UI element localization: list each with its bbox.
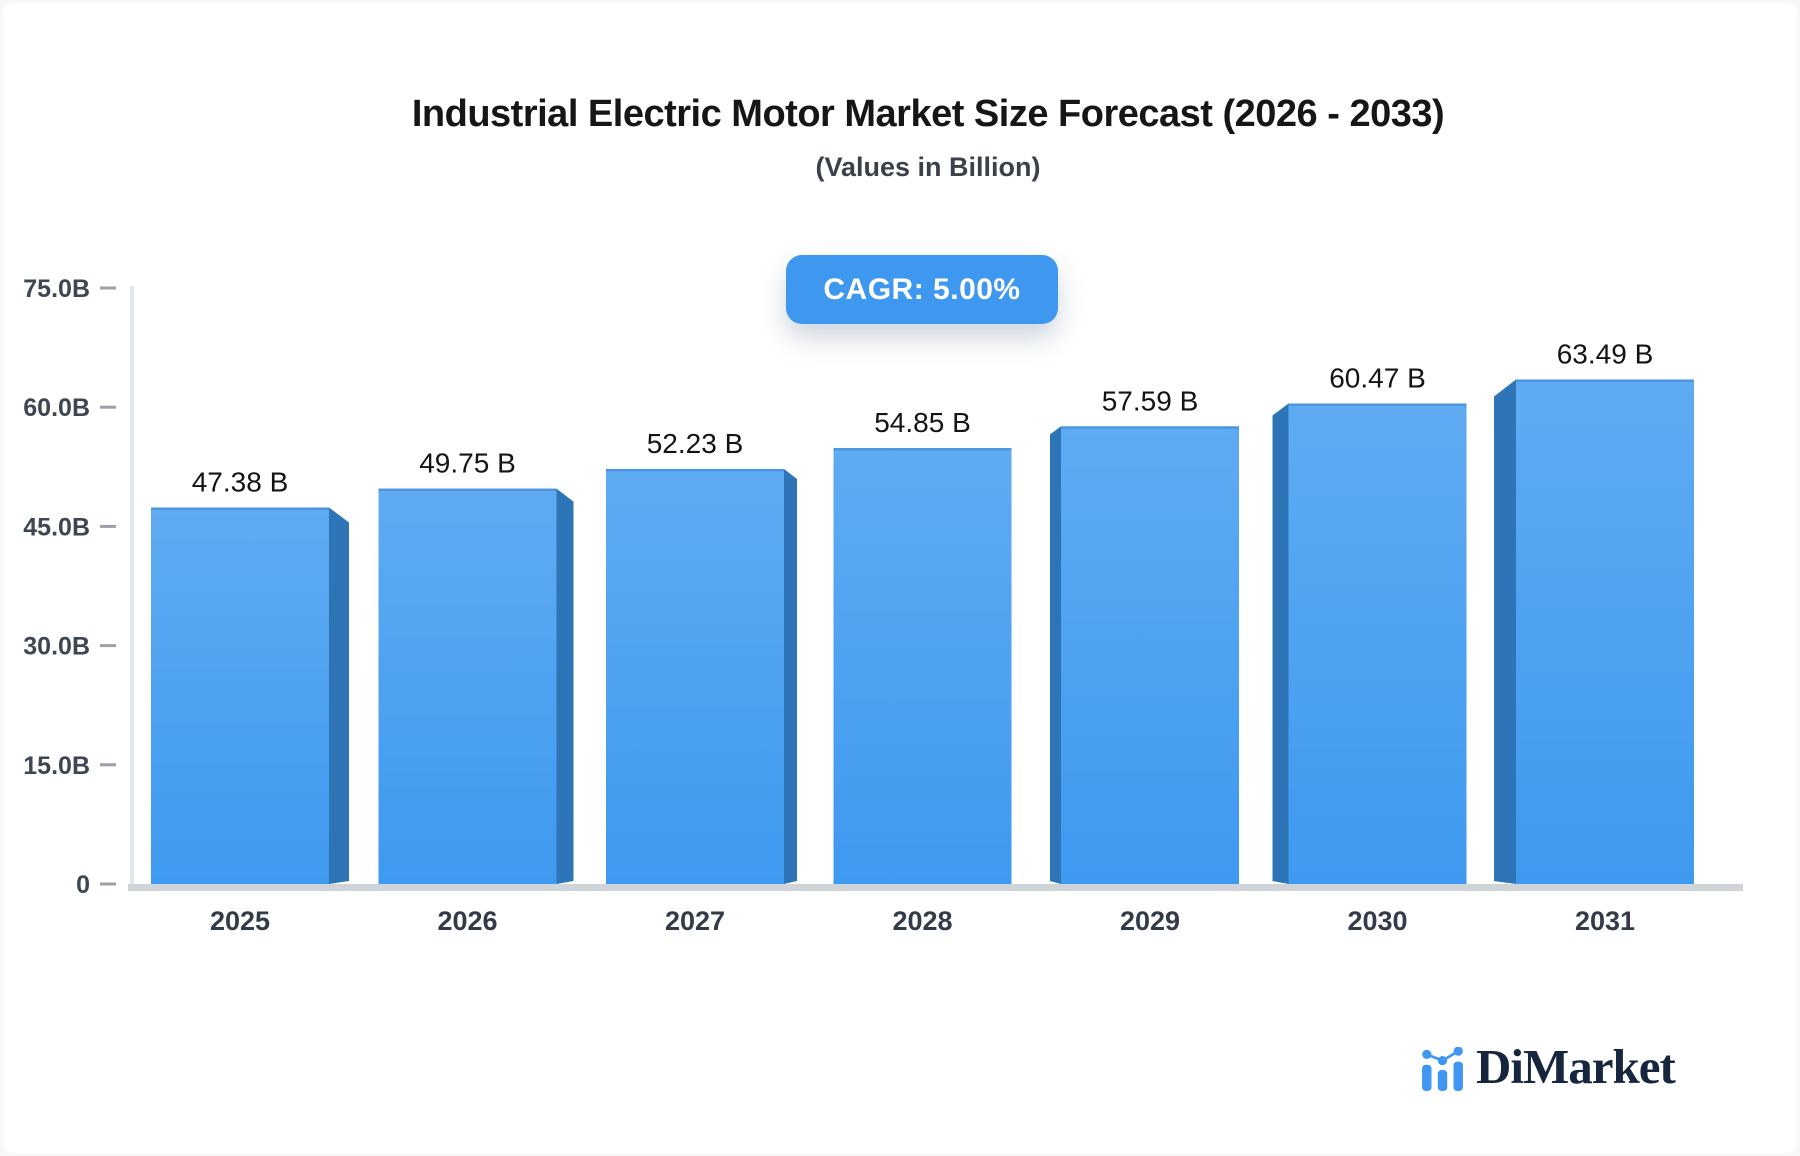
x-axis-label-2028: 2028 (892, 906, 952, 936)
bar-2030 (1288, 403, 1467, 884)
x-axis-label-2030: 2030 (1347, 906, 1407, 936)
y-axis-tick-label-60.0B: 60.0B (23, 394, 90, 422)
bar-value-label-2025: 47.38 B (192, 466, 289, 497)
bar-2025 (151, 507, 329, 884)
page-subtitle: (Values in Billion) (815, 151, 1041, 182)
bar-2029 (1061, 426, 1239, 884)
bar-2027 (606, 468, 784, 884)
y-axis-tick-label-0: 0 (76, 871, 90, 899)
y-axis-tick-label-30.0B: 30.0B (23, 633, 90, 661)
x-axis-label-2031: 2031 (1575, 906, 1635, 936)
brand-name: DiMarket (1476, 1039, 1676, 1094)
brand-logo: DiMarket (1422, 1039, 1676, 1095)
y-axis-tick-30.0B (100, 644, 116, 648)
x-axis-label-2025: 2025 (210, 906, 270, 936)
x-axis-label-2027: 2027 (665, 906, 725, 936)
page-title: Industrial Electric Motor Market Size Fo… (411, 93, 1445, 135)
x-axis-label-2026: 2026 (437, 906, 497, 936)
cagr-badge: CAGR: 5.00% (786, 255, 1058, 324)
y-axis-tick-0 (100, 882, 116, 886)
bar-2026 (378, 488, 557, 884)
y-axis-tick-label-45.0B: 45.0B (23, 513, 90, 541)
bar-value-label-2031: 63.49 B (1557, 338, 1654, 369)
cagr-badge-label: CAGR: 5.00% (823, 272, 1021, 306)
y-axis-tick-label-15.0B: 15.0B (23, 752, 90, 780)
mini-bar-line-chart-icon (1422, 1046, 1463, 1091)
x-axis-baseline (128, 884, 1743, 891)
bar-value-label-2028: 54.85 B (874, 407, 971, 438)
chart-header: Industrial Electric Motor Market Size Fo… (28, 93, 1800, 183)
y-axis-line (130, 286, 134, 884)
bar-value-label-2026: 49.75 B (419, 448, 516, 479)
x-axis-label-2029: 2029 (1120, 906, 1180, 936)
bar-side-2029 (1050, 426, 1061, 884)
bar-2028 (833, 448, 1012, 884)
y-axis-tick-label-75.0B: 75.0B (23, 275, 90, 303)
bar-side-2027 (784, 468, 797, 884)
bar-value-label-2029: 57.59 B (1102, 385, 1199, 416)
bar-side-2030 (1272, 403, 1289, 884)
y-axis-tick-75.0B (100, 286, 116, 290)
bar-side-2026 (556, 488, 574, 884)
bar-side-2031 (1494, 379, 1516, 884)
bar-value-label-2027: 52.23 B (647, 428, 744, 459)
y-axis-tick-60.0B (100, 405, 116, 409)
bar-value-label-2030: 60.47 B (1329, 362, 1426, 393)
y-axis-tick-45.0B (100, 524, 116, 528)
bar-2031 (1516, 379, 1694, 884)
y-axis-tick-15.0B (100, 763, 116, 767)
bar-side-2025 (329, 507, 349, 884)
